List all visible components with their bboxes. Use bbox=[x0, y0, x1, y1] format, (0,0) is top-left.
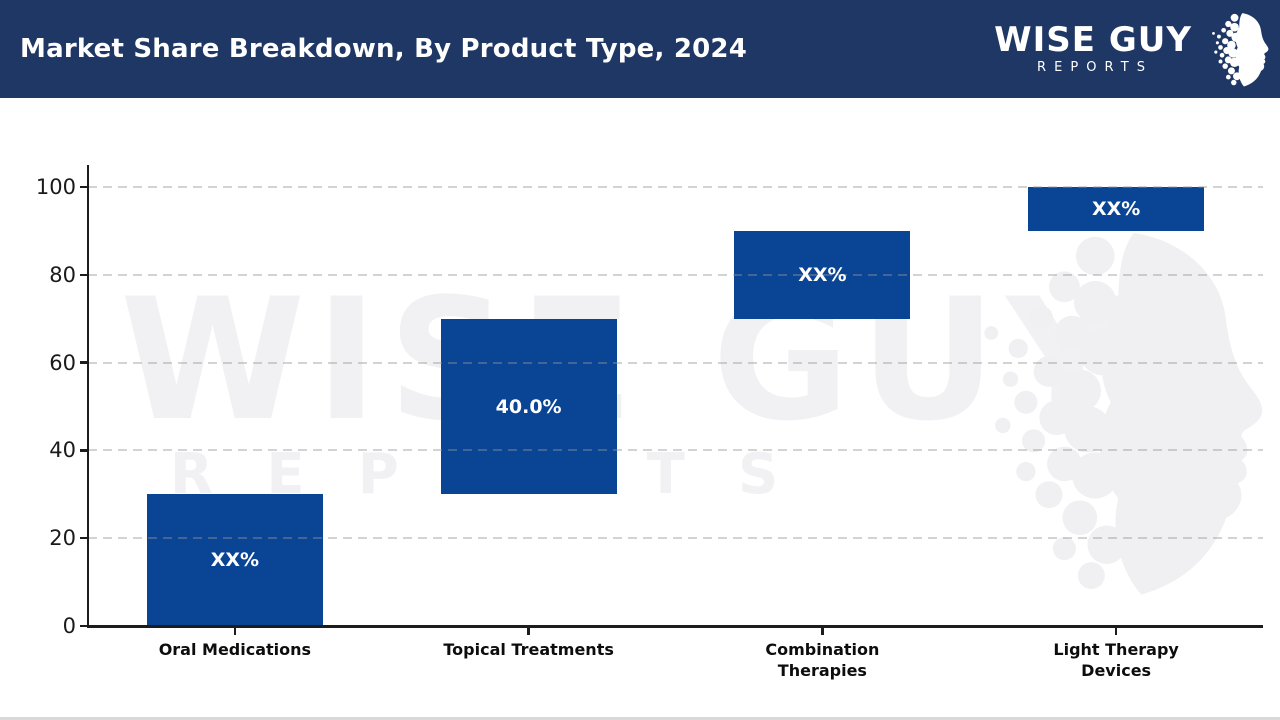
y-axis-tick bbox=[80, 361, 88, 364]
bar-segment bbox=[1028, 187, 1205, 231]
x-axis-tick bbox=[233, 627, 237, 635]
y-axis-tick bbox=[80, 624, 88, 628]
x-axis-tick bbox=[821, 627, 824, 635]
header-bar: Market Share Breakdown, By Product Type,… bbox=[0, 0, 1280, 98]
watermark-face-dots-icon bbox=[984, 232, 1263, 595]
bar-segment bbox=[440, 318, 617, 495]
y-axis-tick-label: 100 bbox=[35, 175, 76, 199]
x-axis-category-label: Light Therapy Devices bbox=[1053, 640, 1179, 680]
page-title: Market Share Breakdown, By Product Type,… bbox=[20, 34, 747, 64]
y-axis-line bbox=[86, 165, 89, 628]
brand-logo: WISE GUY REPORTS bbox=[994, 6, 1272, 92]
bar-value-label: XX% bbox=[210, 549, 260, 572]
y-axis-tick-label: 0 bbox=[62, 614, 76, 638]
x-axis-tick bbox=[1114, 627, 1118, 635]
x-axis-line bbox=[86, 625, 1263, 628]
brand-subname: REPORTS bbox=[1037, 60, 1154, 76]
y-axis-tick-label: 40 bbox=[49, 438, 76, 463]
y-axis-tick bbox=[80, 273, 88, 277]
y-axis-tick bbox=[80, 536, 88, 540]
bar-segment bbox=[734, 230, 911, 319]
bar-value-label: 40.0% bbox=[495, 395, 562, 418]
y-axis-tick-label: 20 bbox=[49, 526, 76, 551]
y-axis-tick-label: 80 bbox=[49, 262, 76, 287]
y-gridline bbox=[88, 186, 1263, 188]
y-gridline bbox=[88, 361, 1263, 364]
bar-value-label: XX% bbox=[798, 263, 847, 286]
y-axis-tick-label: 60 bbox=[49, 350, 76, 375]
y-axis-tick bbox=[80, 185, 88, 189]
footer-divider bbox=[0, 717, 1280, 720]
brand-name: WISE GUY bbox=[994, 19, 1192, 60]
x-axis-tick bbox=[527, 627, 530, 635]
y-gridline bbox=[88, 273, 1263, 276]
x-axis-category-label: Topical Treatments bbox=[443, 640, 614, 659]
bar-value-label: XX% bbox=[1091, 197, 1141, 220]
y-axis-tick bbox=[80, 449, 88, 452]
bar-segment bbox=[146, 494, 323, 626]
x-axis-category-label: Combination Therapies bbox=[765, 640, 880, 680]
y-gridline bbox=[88, 537, 1263, 540]
brand-logo-text: WISE GUY REPORTS bbox=[994, 19, 1192, 76]
brand-face-dots-icon bbox=[1212, 13, 1269, 87]
y-gridline bbox=[88, 449, 1263, 452]
x-axis-category-label: Oral Medications bbox=[158, 640, 312, 659]
watermark-text-wise-guy: WISE GUY bbox=[120, 262, 1139, 458]
